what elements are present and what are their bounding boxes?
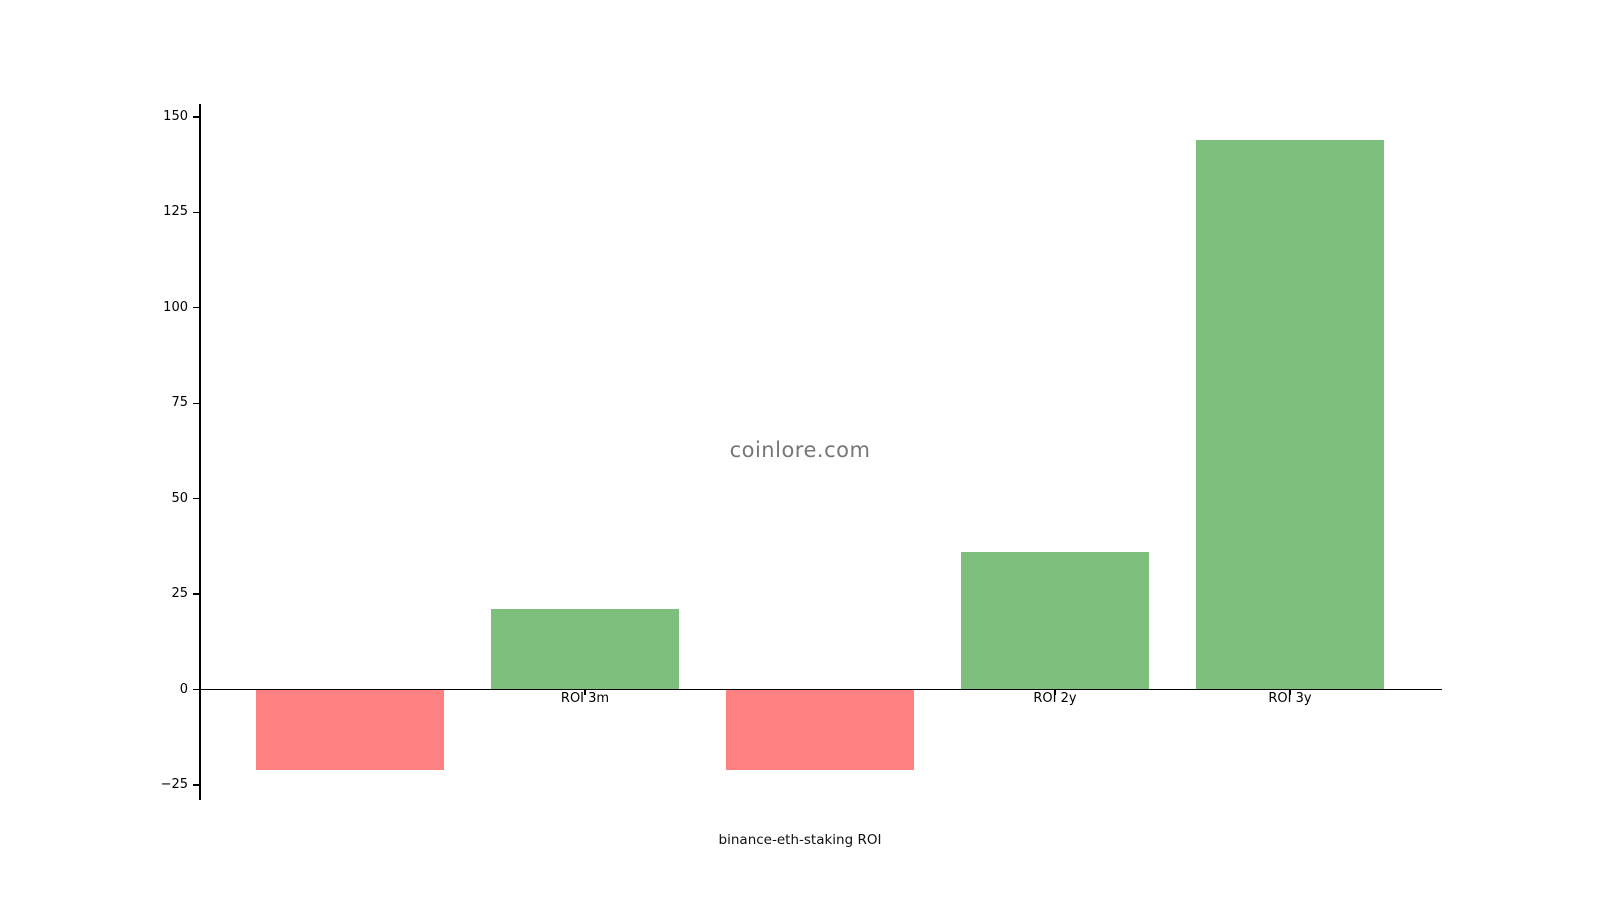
bar-roi-2y — [961, 552, 1149, 690]
x-axis-tick — [1289, 689, 1291, 695]
chart-title: binance-eth-staking ROI — [718, 832, 882, 848]
y-axis-tick — [193, 688, 200, 691]
x-axis-tick — [584, 689, 586, 695]
watermark: coinlore.com — [729, 438, 871, 462]
y-tick-label: 50 — [171, 490, 188, 506]
y-axis-tick — [193, 307, 200, 309]
y-tick-label: −25 — [160, 776, 188, 792]
x-tick-label: ROI 2y — [1033, 690, 1077, 706]
y-axis-tick — [193, 402, 200, 404]
x-tick-label: ROI 3m — [560, 690, 610, 706]
y-tick-label: 150 — [163, 108, 188, 124]
y-tick-label: 100 — [163, 299, 188, 315]
y-tick-label: 25 — [171, 586, 188, 602]
x-tick-label: ROI 3y — [1268, 690, 1312, 706]
bar-roi-3y — [1196, 139, 1384, 690]
y-tick-label: 0 — [179, 681, 188, 697]
y-axis-tick — [193, 116, 200, 118]
y-axis-spine — [199, 104, 201, 800]
bar-roi-0 — [256, 689, 444, 770]
y-axis-tick — [193, 784, 200, 786]
bar-roi-2 — [726, 689, 914, 770]
y-axis-tick — [193, 211, 200, 214]
y-axis-tick — [193, 593, 200, 595]
x-axis-line — [200, 688, 1442, 691]
y-axis-tick — [193, 497, 200, 500]
bar-roi-3m — [491, 609, 679, 690]
y-tick-label: 75 — [171, 395, 188, 411]
x-axis-tick — [1054, 689, 1056, 695]
y-tick-label: 125 — [163, 204, 188, 220]
